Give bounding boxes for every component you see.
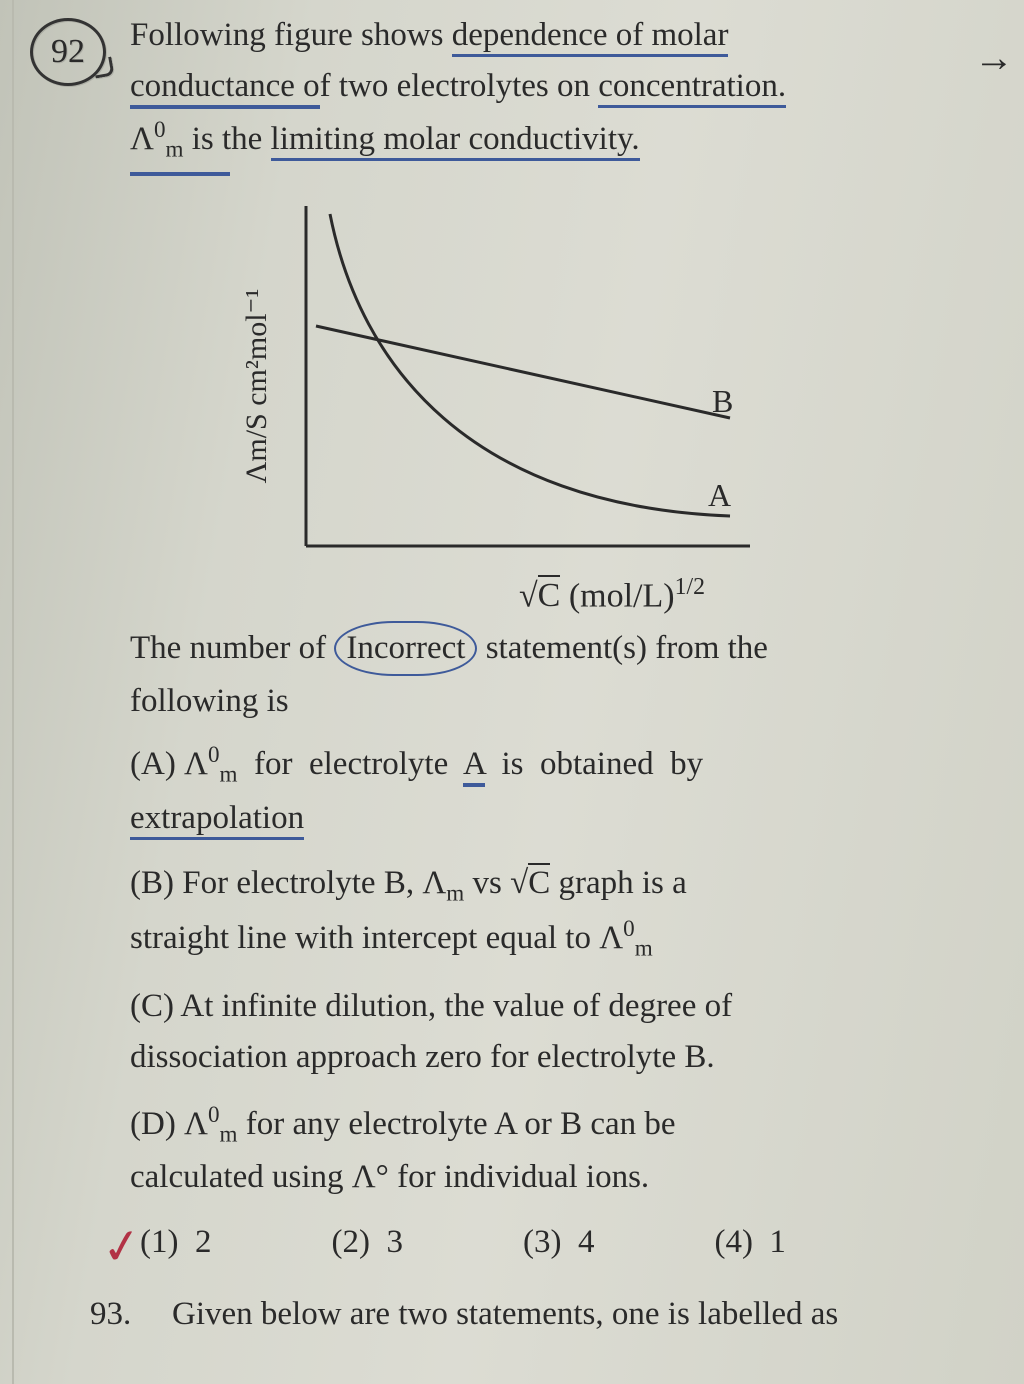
arrow-annotation: → — [974, 34, 1014, 81]
svg-text:Λm/S cm²mol⁻¹: Λm/S cm²mol⁻¹ — [240, 288, 273, 483]
text: f two electrolytes on — [320, 68, 599, 104]
superscript: 0 — [208, 741, 220, 767]
subscript: m — [635, 935, 653, 961]
text: vs — [464, 865, 510, 901]
subscript: m — [220, 1120, 238, 1146]
text: graph is a — [550, 865, 687, 901]
option-c: (C) At infinite dilution, the value of d… — [130, 981, 974, 1083]
stem: The number of Incorrect statement(s) fro… — [130, 621, 974, 727]
margin-rule — [12, 0, 14, 1384]
sqrt-symbol: √ — [510, 865, 528, 901]
text: (C) At infinite dilution, the value of d… — [130, 981, 974, 1032]
superscript: 0 — [154, 116, 166, 142]
stem-line-2: following is — [130, 676, 974, 727]
sqrt-arg: C — [538, 575, 561, 614]
underlined-text: limiting molar conductivity. — [271, 121, 640, 161]
label: (4) 1 — [714, 1224, 785, 1260]
text: Following figure shows — [130, 17, 452, 53]
exam-page: 92 → Following figure shows dependence o… — [0, 0, 1024, 1384]
underlined-text: extrapolation — [130, 800, 304, 840]
question-number-circle: 92 — [30, 18, 106, 86]
text: is the — [183, 121, 270, 157]
answer-choices: ✓ (1) 2 (2) 3 (3) 4 (4) 1 — [140, 1217, 974, 1268]
text: Given below are two statements, one is l… — [172, 1296, 838, 1333]
underline-mark — [130, 172, 230, 176]
line-1: Following figure shows dependence of mol… — [130, 10, 974, 61]
stem-line-1: The number of Incorrect statement(s) fro… — [130, 621, 974, 676]
subscript: m — [446, 879, 464, 905]
option-d: (D) Λ0m for any electrolyte A or B can b… — [130, 1097, 974, 1204]
label: (1) 2 — [140, 1224, 211, 1260]
symbol-lambda: Λ — [130, 121, 154, 157]
underlined-text: dependence of molar — [452, 17, 729, 57]
line-2: conductance of two electrolytes on conce… — [130, 61, 974, 112]
options-block: (A) Λ0m for electrolyte A is obtained by… — [130, 737, 974, 1268]
unit: (mol/L) — [560, 577, 674, 614]
text: for any electrolyte A or B can be — [238, 1106, 676, 1142]
sqrt-symbol: √ — [519, 577, 538, 614]
svg-text:B: B — [712, 383, 733, 419]
option-a: (A) Λ0m for electrolyte A is obtained by… — [130, 737, 974, 844]
text: (D) Λ — [130, 1106, 208, 1142]
pen-mark-icon: ✓ — [97, 1209, 147, 1288]
underlined-text: conductance o — [130, 68, 320, 109]
text: straight line with intercept equal to Λ — [130, 920, 623, 956]
answer-1[interactable]: ✓ (1) 2 — [140, 1217, 211, 1268]
label: (3) 4 — [523, 1224, 594, 1260]
superscript: 0 — [208, 1101, 220, 1127]
text: dissociation approach zero for electroly… — [130, 1032, 974, 1083]
question-text: Following figure shows dependence of mol… — [130, 10, 974, 176]
subscript: m — [220, 761, 238, 787]
underlined-text: concentration. — [598, 68, 786, 108]
text: (B) For electrolyte B, Λ — [130, 865, 446, 901]
text: statement(s) from the — [477, 630, 768, 666]
superscript: 1/2 — [675, 574, 705, 600]
superscript: 0 — [623, 915, 635, 941]
label: (2) 3 — [331, 1224, 402, 1260]
text: (A) Λ — [130, 746, 208, 782]
question-number: 93. — [90, 1296, 142, 1333]
line-3: Λ0m is the limiting molar conductivity. — [130, 112, 974, 175]
answer-4[interactable]: (4) 1 — [714, 1217, 785, 1268]
circled-word: Incorrect — [334, 621, 477, 676]
sqrt-arg: C — [528, 863, 550, 901]
question-number: 92 — [51, 33, 85, 71]
question-93: 93. Given below are two statements, one … — [90, 1296, 974, 1333]
graph-svg: Λm/S cm²mol⁻¹ A B — [210, 186, 770, 586]
svg-text:A: A — [708, 477, 731, 513]
text: The number of — [130, 630, 334, 666]
answer-3[interactable]: (3) 4 — [523, 1217, 594, 1268]
answer-2[interactable]: (2) 3 — [331, 1217, 402, 1268]
underlined-text: A — [463, 746, 485, 787]
conductance-graph: Λm/S cm²mol⁻¹ A B — [210, 186, 770, 586]
text: calculated using Λ° for individual ions. — [130, 1152, 974, 1203]
text: is obtained by — [485, 746, 703, 782]
subscript: m — [165, 136, 183, 162]
text: for electrolyte — [238, 746, 463, 782]
option-b: (B) For electrolyte B, Λm vs √C graph is… — [130, 858, 974, 967]
